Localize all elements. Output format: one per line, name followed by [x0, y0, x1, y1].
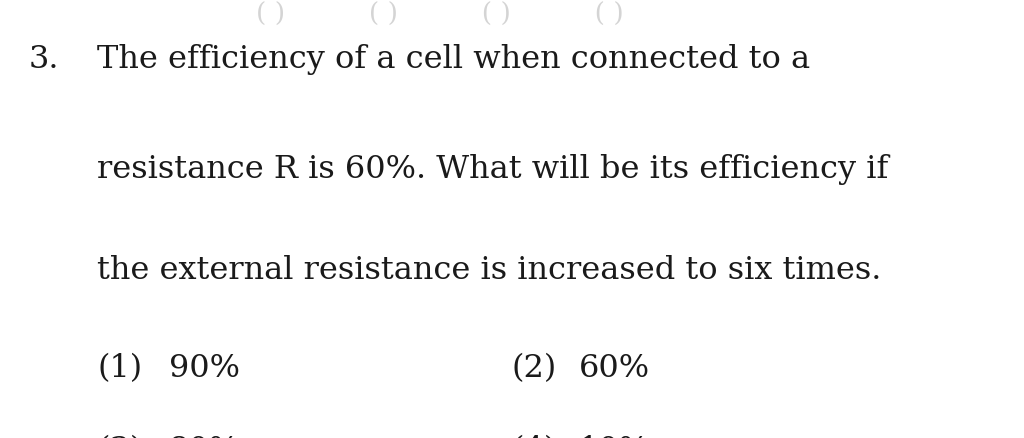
Text: (2): (2) — [512, 353, 557, 384]
Text: 60%: 60% — [579, 353, 649, 384]
Text: ( )          ( )          ( )          ( ): ( ) ( ) ( ) ( ) — [256, 2, 624, 27]
Text: 90%: 90% — [169, 353, 240, 384]
Text: 3.: 3. — [29, 44, 59, 75]
Text: The efficiency of a cell when connected to a: The efficiency of a cell when connected … — [97, 44, 810, 75]
Text: (3): (3) — [97, 434, 142, 438]
Text: 10%: 10% — [579, 434, 649, 438]
Text: 80%: 80% — [169, 434, 240, 438]
Text: the external resistance is increased to six times.: the external resistance is increased to … — [97, 254, 882, 285]
Text: resistance R is 60%. What will be its efficiency if: resistance R is 60%. What will be its ef… — [97, 153, 889, 184]
Text: (1): (1) — [97, 353, 142, 384]
Text: (4): (4) — [512, 434, 557, 438]
